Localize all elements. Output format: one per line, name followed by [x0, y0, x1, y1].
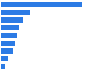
Bar [1, 2, 82, 7]
Bar [1, 10, 30, 15]
Bar [1, 41, 15, 46]
Bar [1, 25, 19, 30]
Bar [1, 33, 17, 38]
Bar [1, 48, 13, 54]
Bar [1, 64, 5, 69]
Bar [1, 17, 23, 23]
Bar [1, 56, 8, 61]
